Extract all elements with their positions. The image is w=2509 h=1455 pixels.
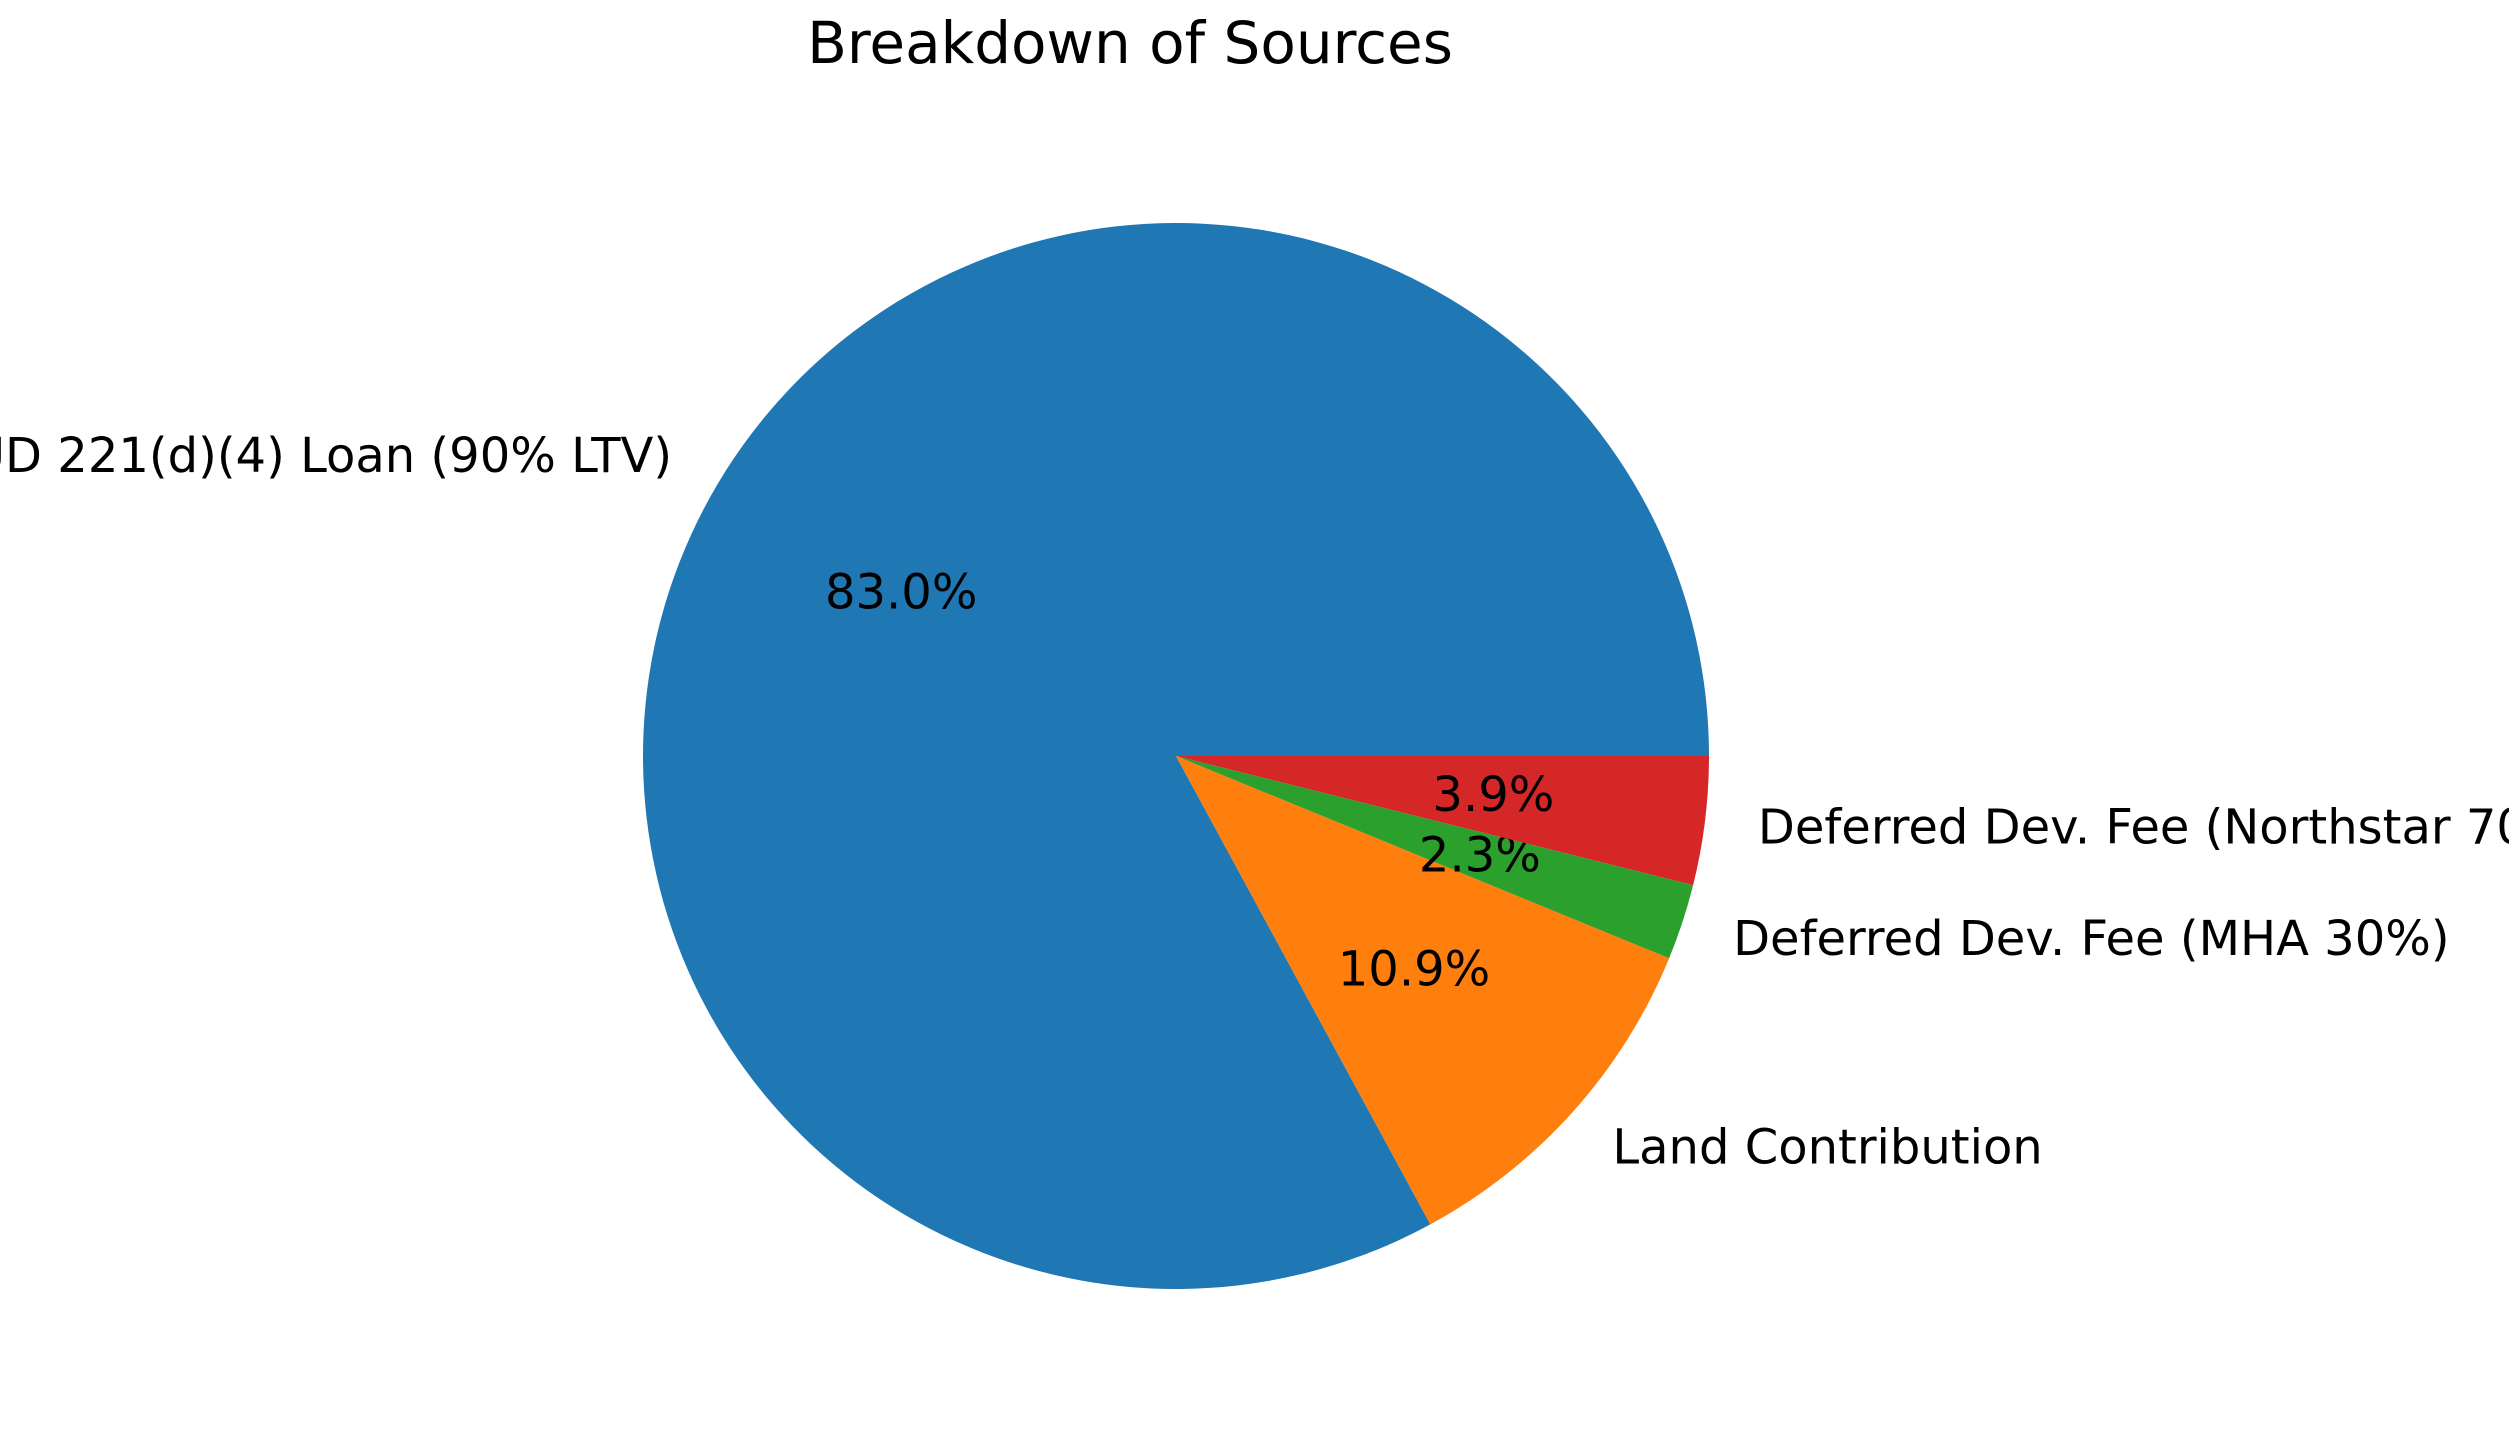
pie-slices-group: 83.0% HUD 221(d)(4) Loan (90% LTV) 10.9% La… (0, 222, 2509, 1289)
slice-label-1: Land Contribution (1612, 1120, 2042, 1176)
slice-label-0: HUD 221(d)(4) Loan (90% LTV) (0, 428, 672, 484)
slice-label-2: Deferred Dev. Fee (MHA 30%) (1733, 911, 2449, 967)
pie-slice-3 (1176, 756, 1709, 886)
pie-slice-0 (642, 222, 1709, 1289)
slice-pct-label-3: 3.9% (1432, 767, 1554, 823)
pie-slice-2 (1176, 756, 1694, 959)
pie-slice-1 (1176, 756, 1670, 1225)
slice-pct-label-1: 10.9% (1338, 942, 1490, 998)
chart-title: Breakdown of Sources (807, 9, 1453, 77)
slice-pct-label-0: 83.0% (825, 565, 977, 621)
slice-label-3: Deferred Dev. Fee (Northstar 70%) (1758, 800, 2509, 856)
